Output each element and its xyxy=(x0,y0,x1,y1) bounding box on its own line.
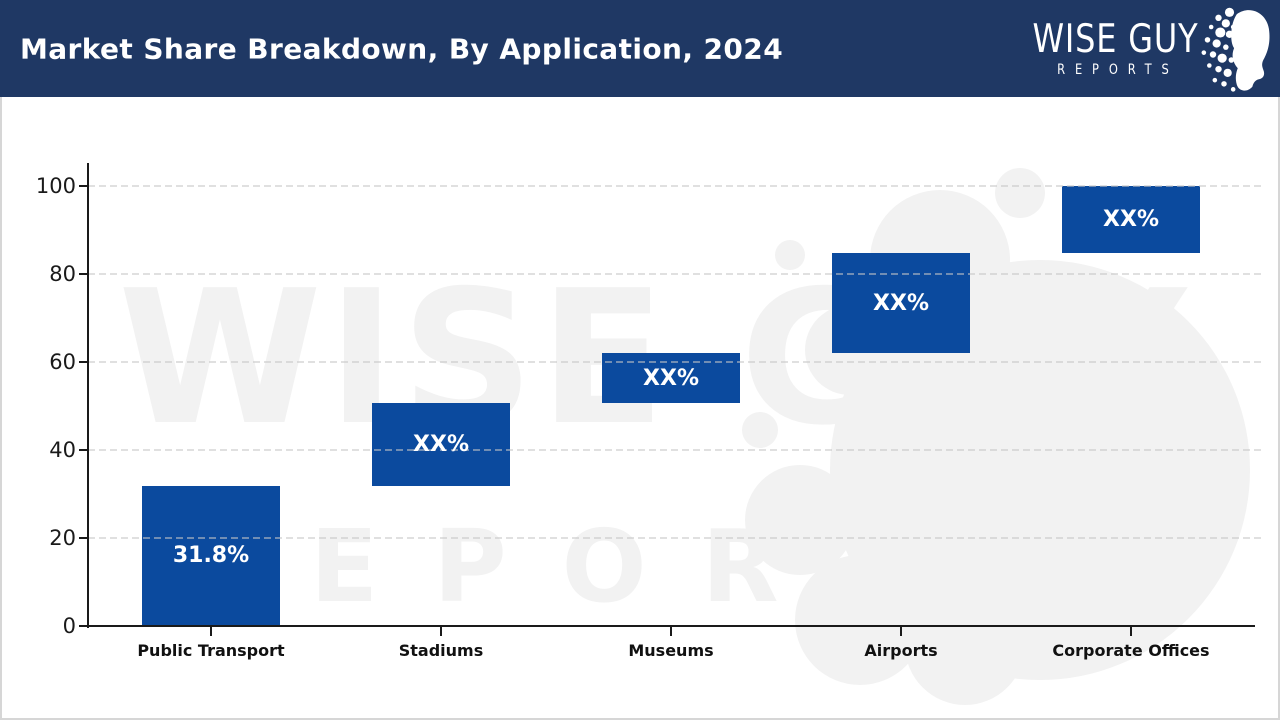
x-tick-mark xyxy=(670,627,672,636)
watermark-head-blob xyxy=(995,168,1045,218)
y-tick-mark xyxy=(79,536,88,539)
category-label-corporate-offices: Corporate Offices xyxy=(1052,641,1210,660)
bar-corporate-offices xyxy=(1062,185,1200,254)
x-tick-mark xyxy=(1130,627,1132,636)
y-tick-mark xyxy=(79,360,88,363)
y-tick-mark xyxy=(79,272,88,275)
header-band: Market Share Breakdown, By Application, … xyxy=(0,0,1280,97)
bar-value-label: XX% xyxy=(643,365,699,391)
y-tick-label: 40 xyxy=(49,437,76,462)
bar-value-label: 31.8% xyxy=(172,543,250,569)
gridline-60 xyxy=(88,360,1263,363)
y-tick-mark xyxy=(79,448,88,451)
y-tick-label: 60 xyxy=(49,349,76,374)
category-label-airports: Airports xyxy=(864,641,938,660)
category-label-stadiums: Stadiums xyxy=(398,641,484,660)
y-tick-label: 20 xyxy=(49,525,76,550)
gridline-40 xyxy=(88,448,1263,451)
gridline-100 xyxy=(88,184,1263,187)
gridline-20 xyxy=(88,536,1263,539)
y-tick-mark xyxy=(79,625,88,627)
logo-text: WISE GUY REPORTS xyxy=(1032,20,1198,78)
y-axis-line xyxy=(87,163,89,628)
watermark-head-blob xyxy=(905,585,1025,705)
watermark-head-blob xyxy=(775,240,805,270)
y-tick-label: 100 xyxy=(35,173,76,198)
x-tick-mark xyxy=(440,627,442,636)
category-label-public-transport: Public Transport xyxy=(137,641,285,660)
bar-public-transport xyxy=(142,485,280,626)
x-axis-line xyxy=(87,625,1255,627)
bar-value-label: XX% xyxy=(1103,206,1159,232)
y-tick-label: 0 xyxy=(62,614,76,638)
bar-value-label: XX% xyxy=(413,432,469,457)
head-profile-dots-icon xyxy=(1201,7,1270,92)
watermark-head-blob xyxy=(745,465,855,575)
logo-subtitle: REPORTS xyxy=(1056,61,1179,78)
logo-wordmark: WISE GUY xyxy=(1031,16,1198,62)
watermark-head-blob xyxy=(742,412,778,448)
chart-title: Market Share Breakdown, By Application, … xyxy=(20,32,784,65)
watermark-head-blob xyxy=(795,555,925,685)
bar-value-label: XX% xyxy=(873,290,929,316)
bar-airports xyxy=(832,253,970,354)
category-label-museums: Museums xyxy=(628,641,714,660)
y-tick-label: 80 xyxy=(49,261,76,286)
x-tick-mark xyxy=(900,627,902,636)
bar-stadiums xyxy=(372,403,510,486)
wise-guy-logo: WISE GUY REPORTS xyxy=(996,2,1272,95)
gridline-80 xyxy=(88,272,1263,275)
x-tick-mark xyxy=(210,627,212,636)
y-tick-mark xyxy=(79,184,88,187)
